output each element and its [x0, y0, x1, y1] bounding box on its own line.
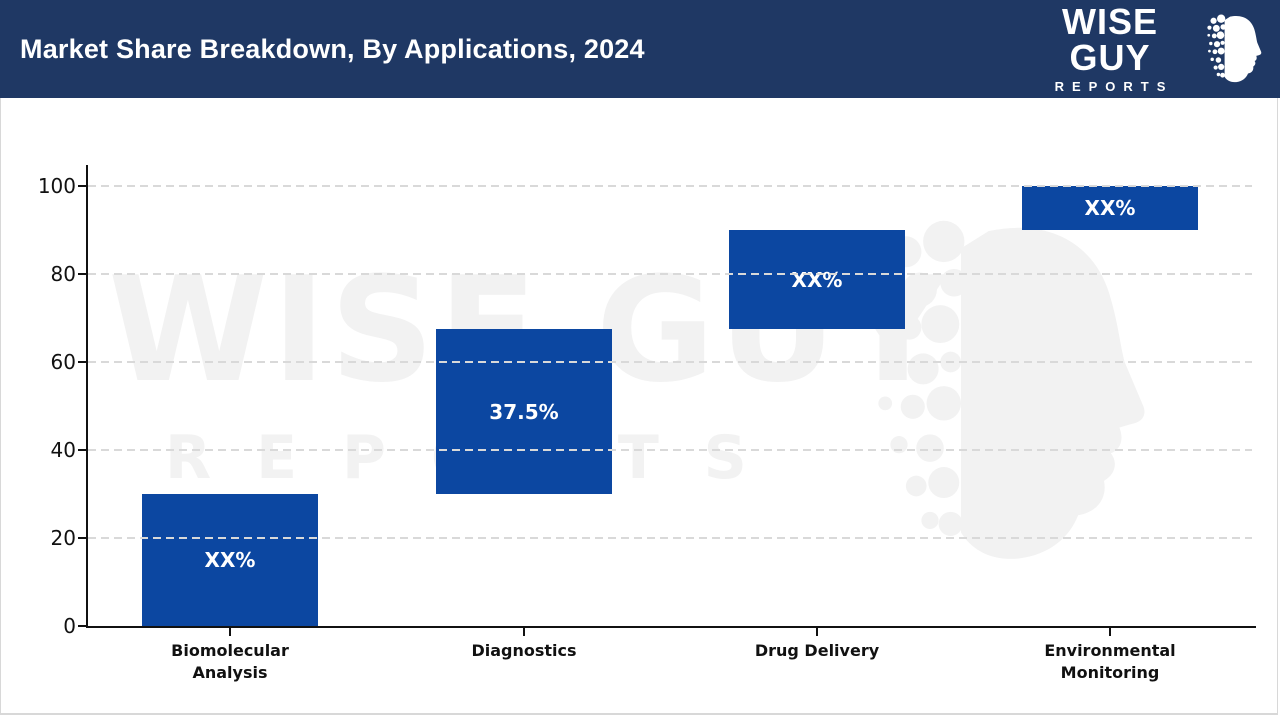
brand-head-logo-icon: [1207, 14, 1262, 83]
y-tick-100: [78, 185, 86, 187]
y-tick-label-20: 20: [50, 526, 76, 550]
y-tick-label-80: 80: [50, 262, 76, 286]
gridline-80: [88, 273, 1252, 275]
gridline-20: [88, 537, 1252, 539]
y-tick-0: [78, 625, 86, 627]
y-tick-20: [78, 537, 86, 539]
bar-drug-delivery: XX%: [729, 230, 905, 329]
y-tick-80: [78, 273, 86, 275]
brand-logo-text: WISE GUY REPORTS: [1018, 1, 1202, 95]
x-tick-2: [816, 628, 818, 636]
y-tick-label-60: 60: [50, 350, 76, 374]
x-axis-line: [86, 626, 1256, 628]
bar-value-label: 37.5%: [489, 399, 559, 424]
bar-value-label: XX%: [204, 548, 256, 572]
bar-environmental-monitoring: XX%: [1022, 186, 1198, 230]
y-tick-label-0: 0: [63, 614, 76, 638]
x-category-label-0: Biomolecular Analysis: [171, 641, 289, 682]
header-bar: Market Share Breakdown, By Applications,…: [0, 0, 1280, 98]
x-category-label-1: Diagnostics: [471, 641, 577, 660]
bar-value-label: XX%: [1084, 196, 1136, 220]
bar-value-label: XX%: [791, 267, 843, 292]
y-tick-label-40: 40: [50, 438, 76, 462]
x-category-label-3: Environmental Monitoring: [1044, 641, 1176, 682]
brand-logo-subname: REPORTS: [1054, 79, 1174, 94]
y-tick-label-100: 100: [37, 174, 76, 198]
x-tick-0: [229, 628, 231, 636]
x-category-label-2: Drug Delivery: [754, 641, 880, 660]
bar-biomolecular-analysis: XX%: [142, 494, 318, 626]
bar-diagnostics: 37.5%: [436, 329, 612, 494]
gridline-60: [88, 361, 1252, 363]
y-axis-line: [86, 165, 88, 628]
gridline-40: [88, 449, 1252, 451]
gridline-100: [88, 185, 1252, 187]
x-tick-3: [1109, 628, 1111, 636]
brand-logo: WISE GUY REPORTS: [1018, 1, 1268, 95]
y-tick-60: [78, 361, 86, 363]
y-tick-40: [78, 449, 86, 451]
x-tick-1: [523, 628, 525, 636]
brand-logo-name: WISE GUY: [1061, 1, 1158, 78]
page-title: Market Share Breakdown, By Applications,…: [20, 33, 645, 64]
content-frame: [0, 98, 1278, 715]
